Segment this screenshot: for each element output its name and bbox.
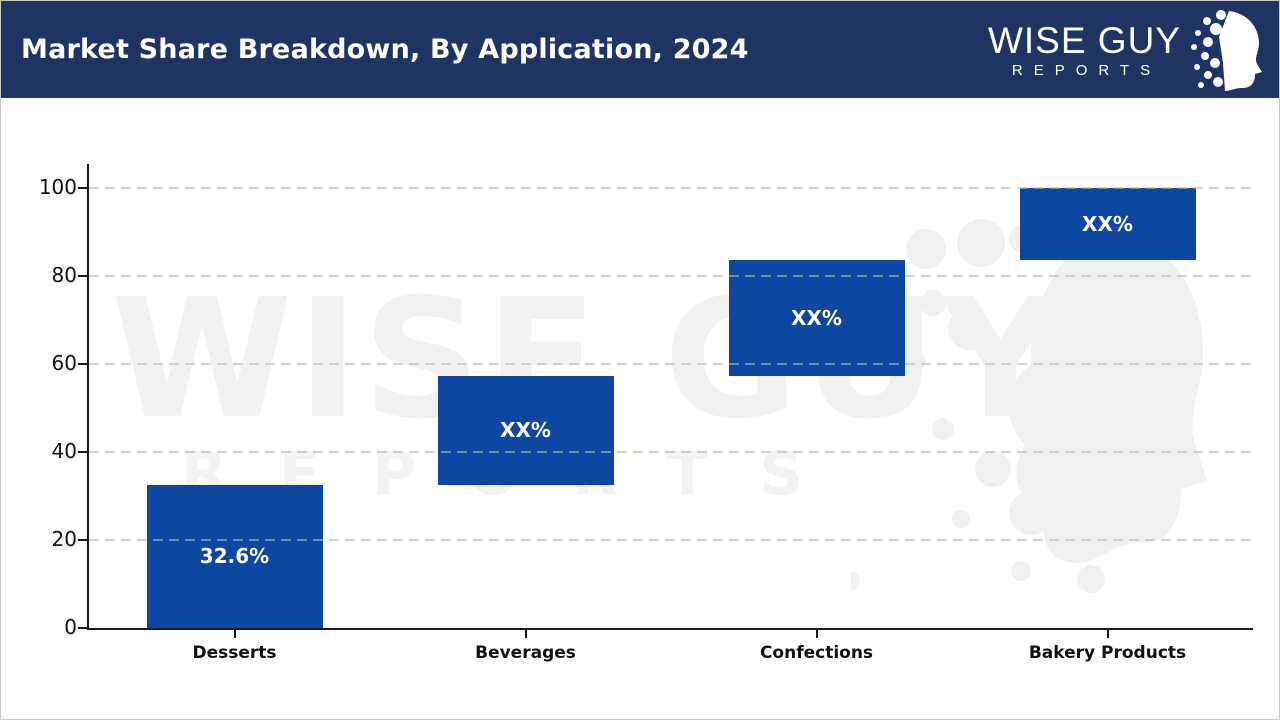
x-tick-mark <box>524 630 527 638</box>
y-tick-label: 80 <box>51 263 77 287</box>
gridline-40 <box>89 451 1253 453</box>
logo-text: WISE GUY REPORTS <box>988 22 1181 78</box>
bar-value-label: XX% <box>791 306 842 331</box>
y-tick-mark <box>78 363 87 365</box>
bar-value-label: XX% <box>500 418 551 443</box>
y-tick-mark <box>78 451 87 453</box>
gridline-100 <box>89 187 1253 189</box>
gridline-80 <box>89 275 1253 277</box>
gridline-20 <box>89 539 1253 541</box>
logo-subtitle: REPORTS <box>1011 61 1162 79</box>
bar-bakery-products: XX% <box>1019 188 1196 261</box>
x-tick-mark <box>233 630 236 638</box>
gridline-60 <box>89 363 1253 365</box>
y-tick-label: 40 <box>51 439 77 463</box>
y-tick-label: 60 <box>51 351 77 375</box>
x-tick-mark <box>815 630 818 638</box>
y-axis-line <box>87 164 89 630</box>
bar-beverages: XX% <box>437 376 614 485</box>
page-title: Market Share Breakdown, By Application, … <box>21 34 749 65</box>
x-tick-mark <box>1106 630 1109 638</box>
x-category-label: Bakery Products <box>1028 643 1187 663</box>
y-tick-mark <box>78 187 87 189</box>
x-axis-line <box>87 628 1253 630</box>
x-category-label: Beverages <box>475 643 576 663</box>
y-tick-mark <box>78 275 87 277</box>
bar-confections: XX% <box>728 260 905 377</box>
bar-value-label: XX% <box>1082 212 1133 237</box>
logo-wordmark: WISE GUY <box>987 19 1181 61</box>
logo-face-icon <box>1191 9 1262 91</box>
y-tick-mark <box>78 627 87 629</box>
wise-guy-reports-logo: WISE GUY REPORTS <box>988 7 1279 93</box>
bar-desserts: 32.6% <box>146 484 323 628</box>
y-tick-label: 20 <box>51 527 77 551</box>
bar-value-label: 32.6% <box>199 544 270 569</box>
y-tick-label: 0 <box>64 615 77 639</box>
header-banner: Market Share Breakdown, By Application, … <box>1 1 1279 98</box>
x-category-label: Confections <box>759 643 874 663</box>
x-category-label: Desserts <box>192 643 277 663</box>
y-tick-label: 100 <box>38 175 77 199</box>
y-tick-mark <box>78 539 87 541</box>
